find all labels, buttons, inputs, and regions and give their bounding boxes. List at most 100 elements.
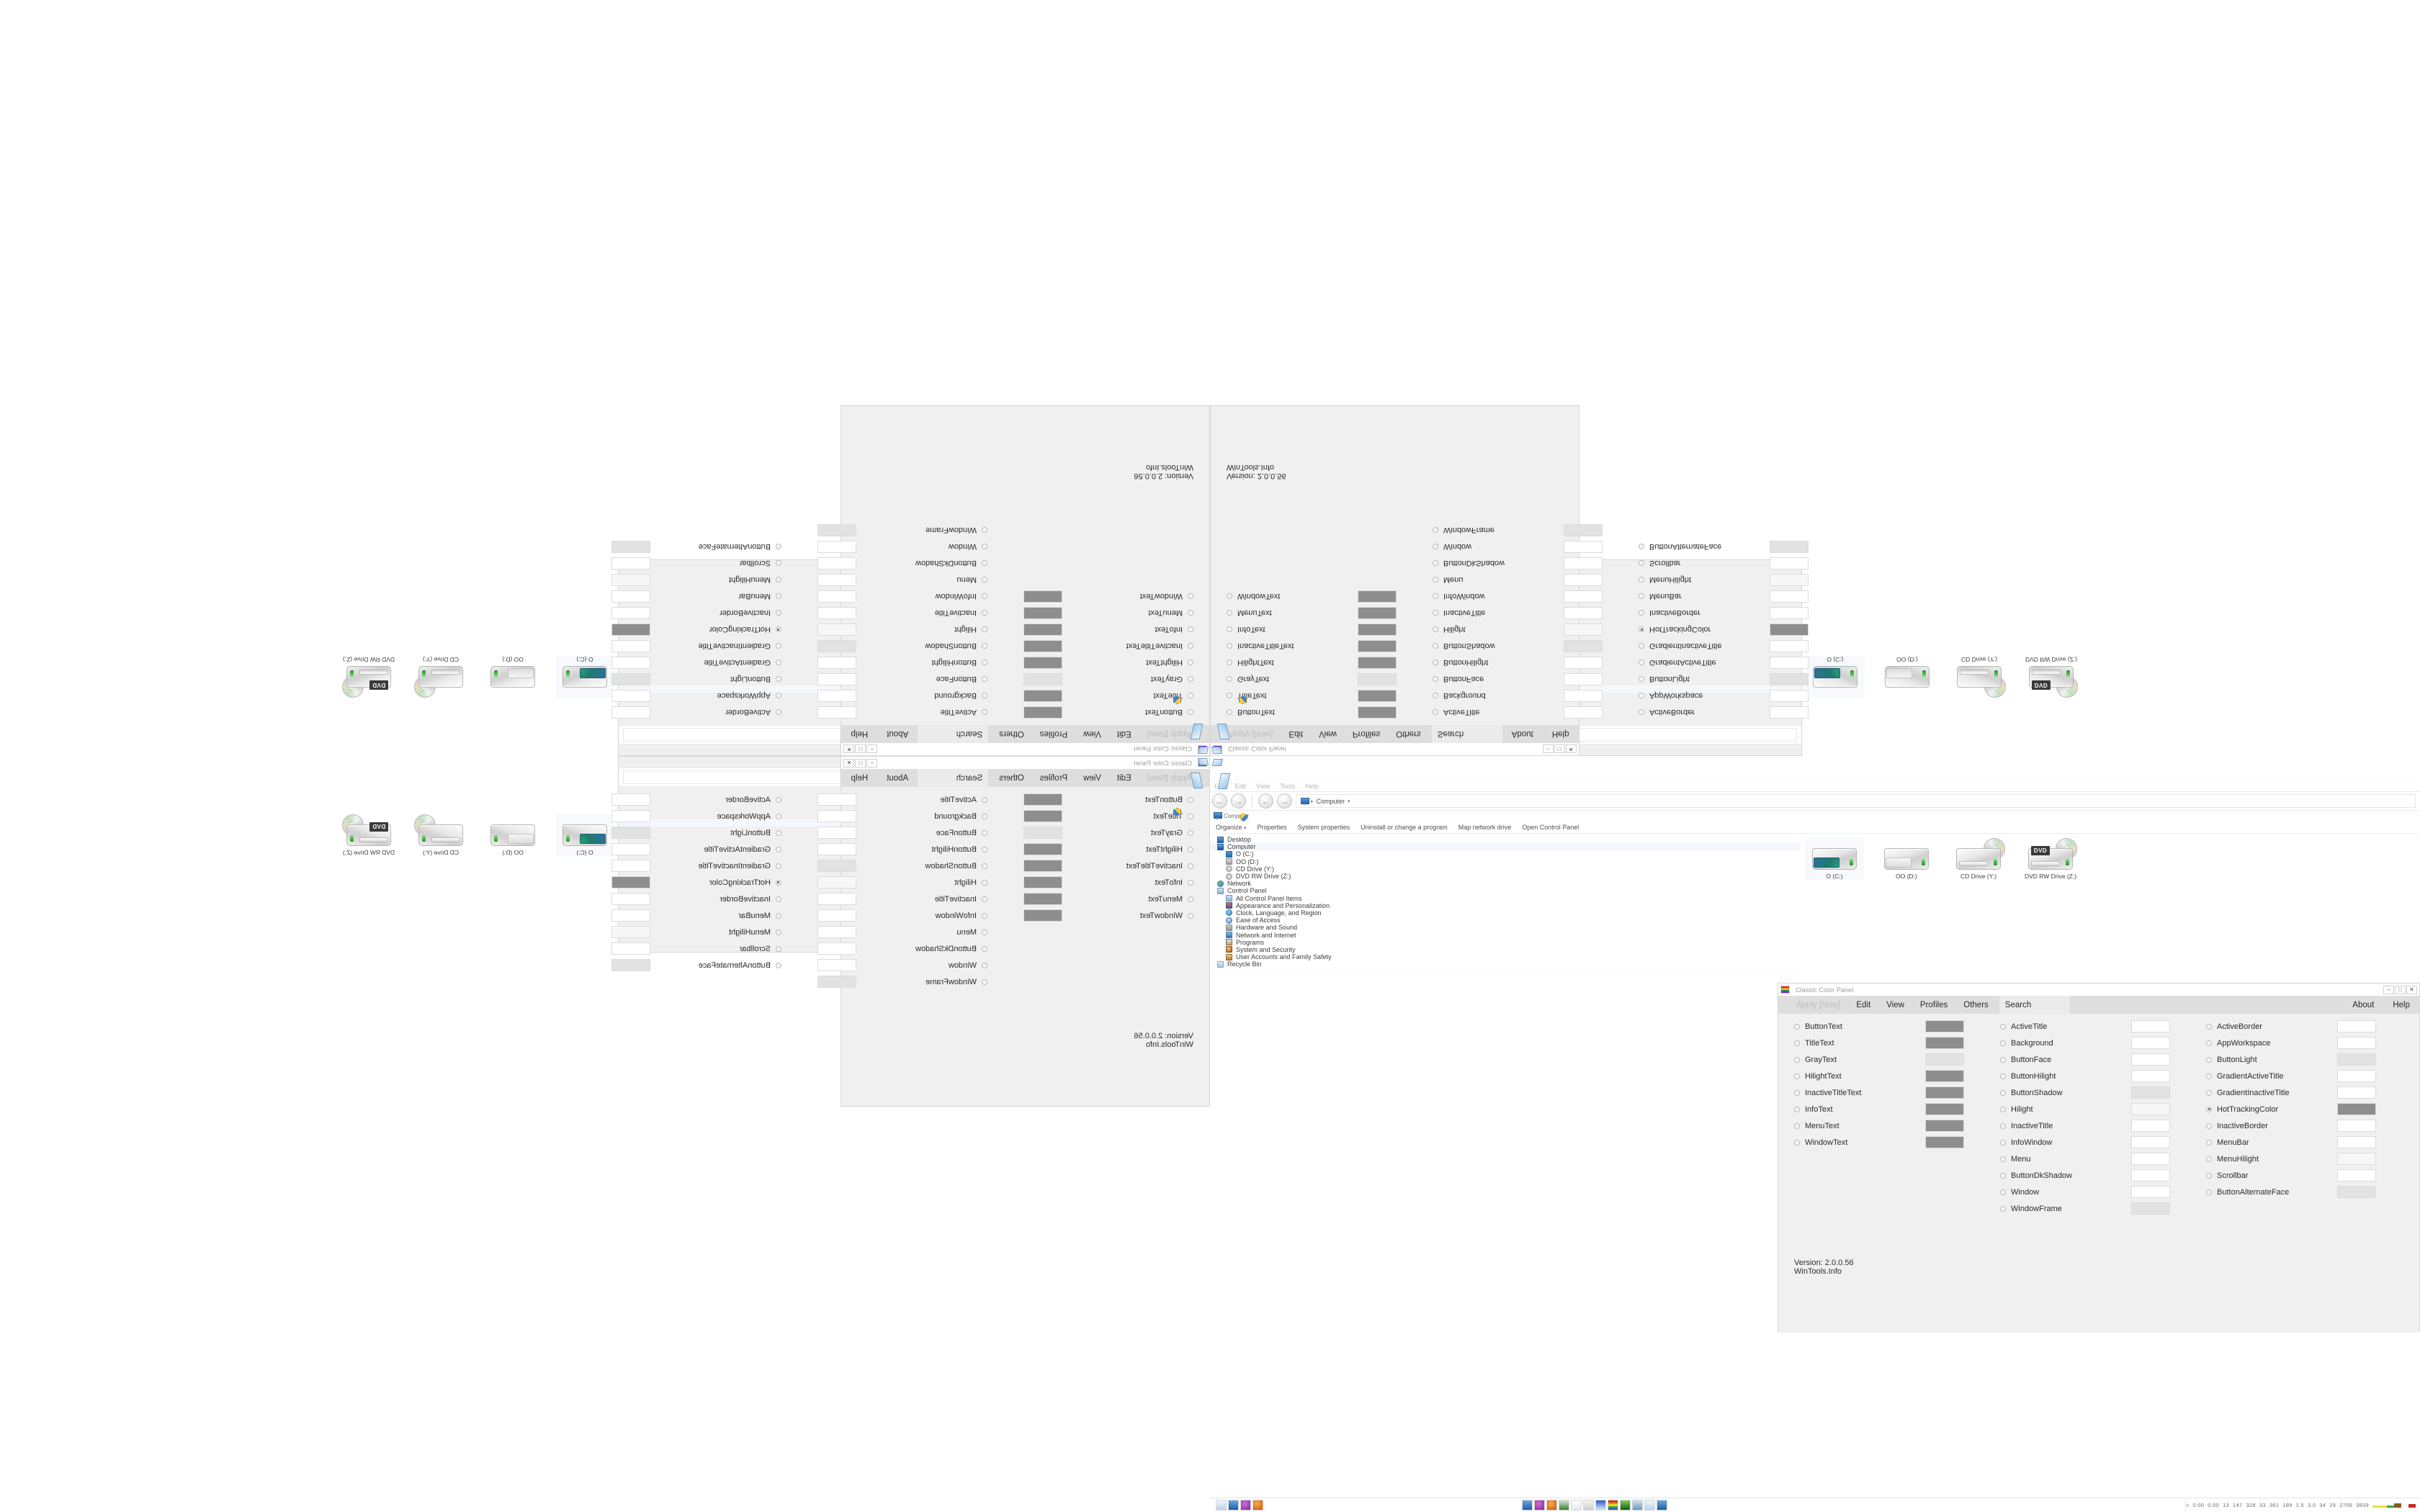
color-row[interactable]: InfoWindow <box>2000 1134 2170 1151</box>
color-row[interactable]: Menu <box>1433 572 1603 588</box>
explorer-icon[interactable] <box>1216 1500 1227 1511</box>
color-swatch[interactable] <box>1023 706 1062 719</box>
color-row[interactable]: InactiveBorder <box>611 605 781 621</box>
color-row[interactable]: ButtonText <box>1023 791 1193 808</box>
color-row[interactable]: Window <box>817 957 987 973</box>
color-radio[interactable] <box>982 693 987 699</box>
document-stack-icon[interactable] <box>1571 1500 1582 1511</box>
color-row[interactable]: MenuHilight <box>1639 572 1809 588</box>
color-row[interactable]: MenuText <box>1227 605 1397 621</box>
color-radio[interactable] <box>982 709 987 716</box>
color-radio[interactable] <box>1227 643 1232 649</box>
color-swatch[interactable] <box>2337 1169 2376 1182</box>
color-radio[interactable] <box>1433 660 1438 666</box>
tree-item[interactable]: System and Security <box>1210 946 1801 953</box>
color-radio[interactable] <box>1433 560 1438 567</box>
color-radio[interactable] <box>2206 1089 2212 1096</box>
color-swatch[interactable] <box>611 926 650 938</box>
color-row[interactable]: GradientInactiveTitle <box>2206 1084 2376 1101</box>
menu-view[interactable]: View <box>1319 729 1337 739</box>
color-row[interactable]: ButtonFace <box>817 671 987 688</box>
drive-tile[interactable]: OO (D:) <box>483 656 542 698</box>
color-swatch[interactable] <box>1564 657 1603 669</box>
color-radio[interactable] <box>2206 1106 2212 1112</box>
color-swatch[interactable] <box>817 541 856 553</box>
color-swatch[interactable] <box>817 793 856 806</box>
color-radio[interactable] <box>776 693 781 699</box>
back-button-2[interactable]: ← <box>1258 793 1273 809</box>
color-row[interactable]: ButtonHilight <box>817 654 987 671</box>
color-radio[interactable] <box>2000 1040 2006 1046</box>
browser-purple-icon[interactable] <box>1632 1500 1644 1511</box>
menu-edit[interactable]: Edit <box>1856 1000 1871 1009</box>
color-row[interactable]: GrayText <box>1794 1051 1964 1068</box>
color-row[interactable]: GradientActiveTitle <box>611 654 781 671</box>
color-row[interactable]: ButtonAlternateFace <box>1639 539 1809 555</box>
tree-item[interactable]: Network and Internet <box>1210 931 1801 939</box>
color-row[interactable]: InactiveTitle <box>817 891 987 907</box>
color-swatch[interactable] <box>611 810 650 822</box>
color-row[interactable]: GrayText <box>1023 671 1193 688</box>
color-row[interactable]: Window <box>2000 1184 2170 1200</box>
search-input[interactable]: Search <box>918 769 989 787</box>
color-swatch[interactable] <box>2337 1020 2376 1032</box>
color-radio[interactable] <box>1188 813 1193 819</box>
color-row[interactable]: ButtonHilight <box>2000 1068 2170 1084</box>
color-row[interactable]: HilightText <box>1023 654 1193 671</box>
color-row[interactable]: InactiveTitle <box>2000 1117 2170 1134</box>
menu-help[interactable]: Help <box>2393 1000 2410 1009</box>
color-swatch[interactable] <box>611 557 650 570</box>
color-radio[interactable] <box>1639 626 1644 633</box>
color-radio[interactable] <box>1794 1056 1800 1063</box>
color-swatch[interactable] <box>817 590 856 603</box>
color-swatch[interactable] <box>1770 640 1809 652</box>
color-row[interactable]: InactiveTitle <box>817 605 987 621</box>
color-row[interactable]: GradientActiveTitle <box>2206 1068 2376 1084</box>
color-radio[interactable] <box>982 813 987 819</box>
tree-item[interactable]: DVD RW Drive (Z:) <box>1210 873 1801 880</box>
apply-now-button[interactable]: Apply [Now] <box>1796 1000 1841 1009</box>
color-radio[interactable] <box>2000 1172 2006 1179</box>
color-row[interactable]: MenuBar <box>1639 588 1809 605</box>
color-radio[interactable] <box>1433 643 1438 649</box>
color-swatch[interactable] <box>1564 690 1603 702</box>
color-swatch[interactable] <box>1023 640 1062 652</box>
color-swatch[interactable] <box>817 843 856 855</box>
color-swatch[interactable] <box>1023 893 1062 905</box>
color-row[interactable]: WindowFrame <box>2000 1200 2170 1217</box>
color-row[interactable]: Background <box>1433 688 1603 704</box>
color-swatch[interactable] <box>1925 1053 1964 1066</box>
drive-tile[interactable]: O (C:) <box>1805 838 1864 880</box>
color-radio[interactable] <box>1794 1139 1800 1146</box>
color-swatch[interactable] <box>611 673 650 685</box>
color-radio[interactable] <box>1227 626 1232 633</box>
color-radio[interactable] <box>1227 693 1232 699</box>
color-swatch[interactable] <box>611 590 650 603</box>
color-radio[interactable] <box>2000 1122 2006 1129</box>
forward-button[interactable]: → <box>1231 793 1246 809</box>
color-swatch[interactable] <box>2131 1086 2170 1099</box>
drive-tile[interactable]: O (C:) <box>555 814 614 856</box>
color-swatch[interactable] <box>2131 1070 2170 1082</box>
menu-edit[interactable]: Edit <box>1116 729 1131 739</box>
drive-tile[interactable]: DVD DVD RW Drive (Z:) <box>2022 656 2081 698</box>
color-swatch[interactable] <box>1023 810 1062 822</box>
tree-item[interactable]: Ease of Access <box>1210 917 1801 924</box>
save-disk-icon[interactable] <box>1559 1500 1570 1511</box>
color-radio[interactable] <box>2206 1040 2212 1046</box>
color-row[interactable]: ButtonLight <box>2206 1051 2376 1068</box>
color-swatch[interactable] <box>2131 1020 2170 1032</box>
color-swatch[interactable] <box>1564 673 1603 685</box>
color-swatch[interactable] <box>611 793 650 806</box>
color-swatch[interactable] <box>817 942 856 955</box>
color-radio[interactable] <box>1794 1040 1800 1046</box>
color-swatch[interactable] <box>817 673 856 685</box>
menu-view[interactable]: View <box>1083 773 1101 783</box>
tree-item[interactable]: Clock, Language, and Region <box>1210 909 1801 917</box>
color-radio[interactable] <box>1639 660 1644 666</box>
color-radio[interactable] <box>982 962 987 968</box>
color-radio[interactable] <box>2000 1073 2006 1079</box>
color-swatch[interactable] <box>817 909 856 922</box>
color-swatch[interactable] <box>1770 657 1809 669</box>
color-row[interactable]: WindowFrame <box>817 522 987 539</box>
